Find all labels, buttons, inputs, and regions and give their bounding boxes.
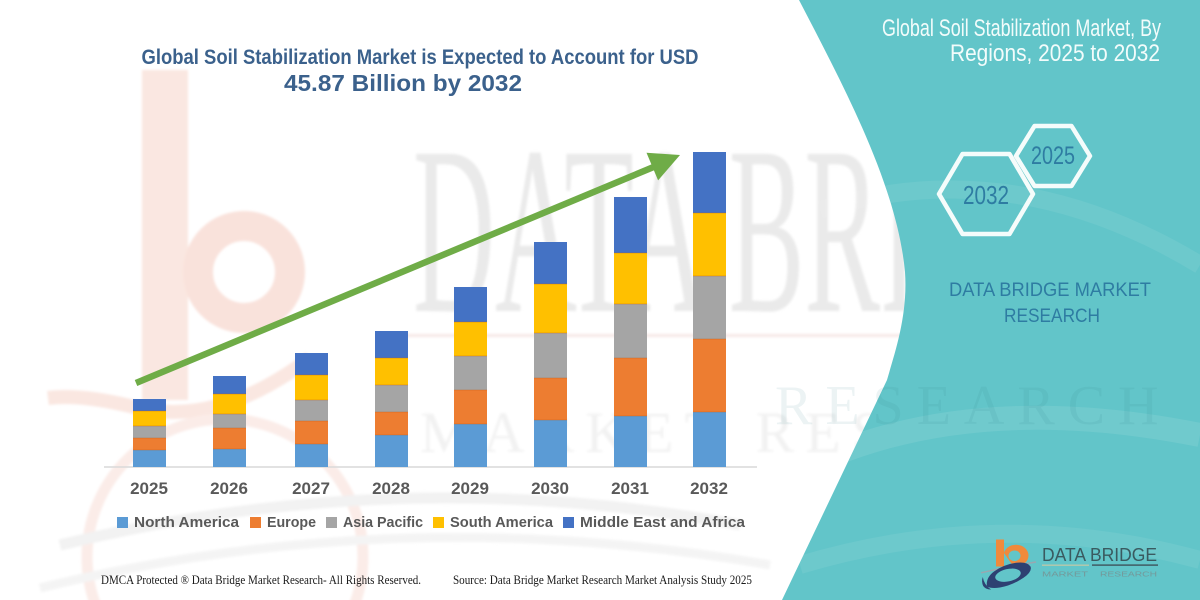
svg-text:Global Soil Stabilization Mark: Global Soil Stabilization Market, By [882,15,1161,42]
svg-text:2028: 2028 [372,479,410,498]
svg-text:North America: North America [134,514,240,531]
svg-text:Regions, 2025 to 2032: Regions, 2025 to 2032 [950,40,1160,67]
svg-text:DATA BRI: DATA BRI [413,97,918,363]
svg-text:Global Soil Stabilization Mark: Global Soil Stabilization Market is Expe… [142,45,699,69]
svg-text:MARKET RES: MARKET RES [420,400,900,465]
svg-text:2032: 2032 [963,180,1009,210]
svg-text:South America: South America [450,514,554,531]
svg-text:RESEARCH: RESEARCH [775,375,1172,437]
svg-text:2031: 2031 [611,479,649,498]
svg-text:2025: 2025 [130,479,168,498]
svg-text:Asia Pacific: Asia Pacific [343,514,423,531]
svg-text:45.87 Billion by 2032: 45.87 Billion by 2032 [284,70,522,96]
svg-text:2030: 2030 [531,479,569,498]
svg-text:Middle East and Africa: Middle East and Africa [580,514,746,531]
svg-text:MARKET: MARKET [1042,570,1089,579]
svg-text:2029: 2029 [451,479,489,498]
svg-text:2027: 2027 [292,479,330,498]
svg-text:DATA BRIDGE: DATA BRIDGE [1042,545,1157,565]
svg-text:2026: 2026 [210,479,248,498]
svg-text:RESEARCH: RESEARCH [1004,306,1100,327]
svg-text:2025: 2025 [1031,142,1075,170]
svg-text:DATA BRIDGE MARKET: DATA BRIDGE MARKET [949,280,1151,301]
svg-text:Europe: Europe [267,514,316,531]
svg-text:Source: Data Bridge Market Res: Source: Data Bridge Market Research Mark… [453,572,752,587]
svg-text:2032: 2032 [690,479,728,498]
svg-text:DMCA Protected ® Data Bridge M: DMCA Protected ® Data Bridge Market Rese… [101,572,421,587]
svg-text:RESEARCH: RESEARCH [1100,570,1157,579]
